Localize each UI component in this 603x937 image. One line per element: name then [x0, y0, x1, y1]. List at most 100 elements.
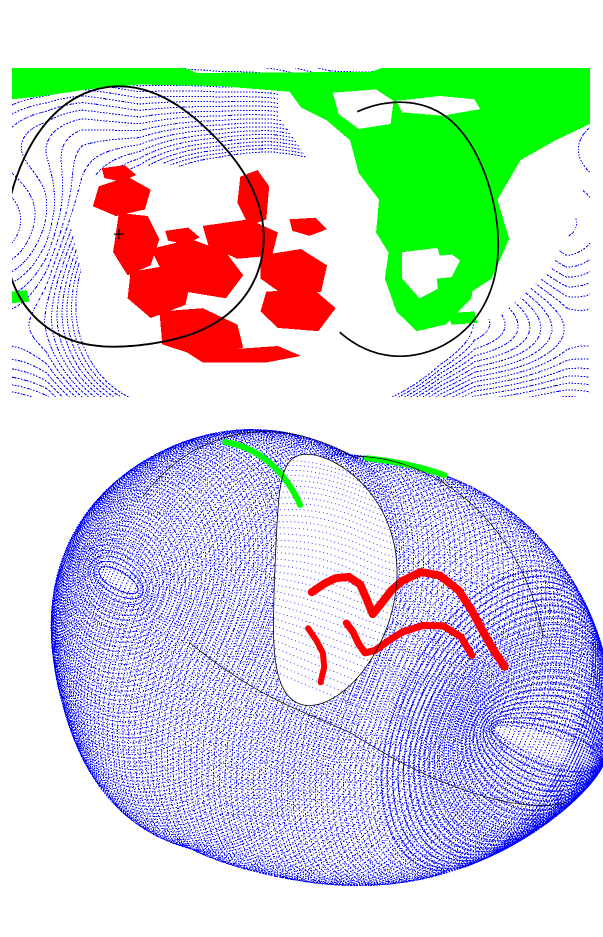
globe-rim-contour	[485, 712, 603, 782]
globe-rim-contour	[408, 598, 603, 859]
globe-contour-meridian	[58, 566, 496, 728]
map-red-patch	[113, 212, 160, 276]
map-panel-canvas	[0, 0, 603, 420]
globe-contour-meridian	[89, 472, 508, 727]
globe-contour-ring	[93, 435, 372, 835]
globe-contour-ring	[326, 522, 563, 885]
map-green-sliver-c	[448, 311, 478, 325]
globe-cap-strand	[267, 503, 411, 534]
globe-rim-contour	[475, 694, 603, 797]
globe-contour-meridian	[137, 590, 592, 798]
globe-contour-meridian	[61, 583, 505, 817]
globe-cap-strand	[264, 608, 397, 654]
globe-contour-ring	[269, 486, 519, 885]
globe-contour-meridian	[132, 557, 603, 757]
globe-rim-contour	[418, 611, 603, 853]
globe-cap-strand	[268, 509, 412, 540]
globe-cap-strand	[246, 460, 398, 489]
globe-contour-ring	[53, 439, 286, 755]
globe-contour-meridian	[133, 592, 569, 863]
globe-contour-ring	[189, 459, 446, 870]
map-separatrix-arc-right	[339, 101, 500, 358]
globe-contour-meridian	[83, 587, 518, 863]
globe-rim-contour	[452, 655, 603, 826]
globe-rim-contour	[391, 581, 599, 867]
globe-rim-contour	[447, 649, 603, 830]
globe-contour-meridian	[136, 585, 603, 764]
globe-rim-contour	[397, 586, 601, 865]
globe-contour-ring	[212, 464, 467, 876]
globe-contour-meridian	[118, 459, 581, 741]
map-panel	[0, 0, 603, 420]
map-green-sliver-left	[12, 290, 30, 304]
globe-contour-meridian	[131, 592, 564, 871]
globe-rim-contour	[386, 575, 597, 870]
map-red-patch	[165, 227, 200, 244]
globe-cap-strand	[273, 545, 412, 581]
map-red-patch	[260, 249, 327, 295]
globe-seam-right	[189, 642, 567, 806]
globe-rim-contour	[464, 675, 603, 812]
globe-contour-meridian	[99, 447, 515, 727]
globe-contour-ring	[51, 460, 242, 714]
globe-contour-ring	[60, 496, 195, 666]
globe-contour-ring	[303, 506, 547, 887]
globe-contour-ring	[87, 547, 151, 612]
globe-contour-ring	[359, 550, 584, 879]
globe-contour-ring	[320, 518, 559, 886]
surface-contour-group	[50, 428, 603, 887]
globe-contour-ring	[81, 538, 157, 621]
globe-contour-ring	[184, 458, 440, 868]
globe-contour-ring	[476, 695, 603, 797]
globe-rim-contour	[413, 604, 603, 856]
globe-contour-ring	[292, 499, 538, 887]
globe-rim-contour	[423, 617, 603, 849]
globe-cap-strand	[271, 527, 413, 560]
globe-cap-outline	[273, 453, 398, 706]
globe-green-trace-lower	[363, 455, 448, 479]
map-pole-marker	[113, 229, 124, 240]
map-green-right-edge	[564, 82, 590, 119]
globe-contour-meridian	[53, 575, 495, 731]
globe-cap-strand	[270, 521, 413, 553]
map-red-patch	[92, 176, 151, 217]
landmass-group	[12, 68, 590, 332]
globe-contour-ring	[62, 429, 328, 793]
globe-contour-meridian	[123, 486, 597, 746]
globe-contour-meridian	[136, 590, 588, 811]
globe-cap-strand	[250, 644, 381, 699]
globe-contour-ring	[482, 706, 603, 787]
globe-contour-ring	[281, 492, 529, 886]
map-red-patch	[260, 288, 336, 332]
globe-contour-meridian	[129, 531, 603, 753]
globe-contour-meridian	[51, 579, 498, 767]
globe-contour-ring	[354, 545, 580, 880]
globe-contour-ring	[74, 525, 168, 634]
globe-contour-ring	[314, 514, 555, 886]
globe-contour-ring	[95, 560, 142, 599]
globe-green-trace-upper	[222, 439, 304, 508]
globe-contour-ring	[90, 434, 369, 833]
high-value-region-group	[92, 165, 336, 363]
globe-contour-ring	[376, 565, 592, 874]
map-green-north-strip	[12, 68, 590, 100]
globe-rim-contour	[491, 721, 600, 773]
map-green-sliver-d	[471, 151, 492, 164]
map-red-patch	[179, 346, 301, 363]
globe-rim-contour	[428, 623, 603, 846]
globe-cap-strand	[258, 626, 390, 677]
map-red-patch	[159, 308, 244, 358]
globe-cap-strand	[262, 614, 395, 662]
globe-contour-ring	[236, 472, 489, 880]
globe-cap-strand	[260, 620, 392, 669]
surface-outline-group	[142, 431, 567, 806]
map-red-patch	[202, 219, 278, 259]
globe-contour-ring	[247, 476, 499, 882]
globe-contour-ring	[72, 520, 171, 639]
globe-contour-ring	[52, 472, 224, 697]
globe-contour-meridian	[76, 586, 514, 852]
globe-contour-meridian	[123, 492, 600, 747]
globe-contour-meridian	[125, 504, 603, 749]
globe-red-trace-main	[307, 568, 509, 671]
